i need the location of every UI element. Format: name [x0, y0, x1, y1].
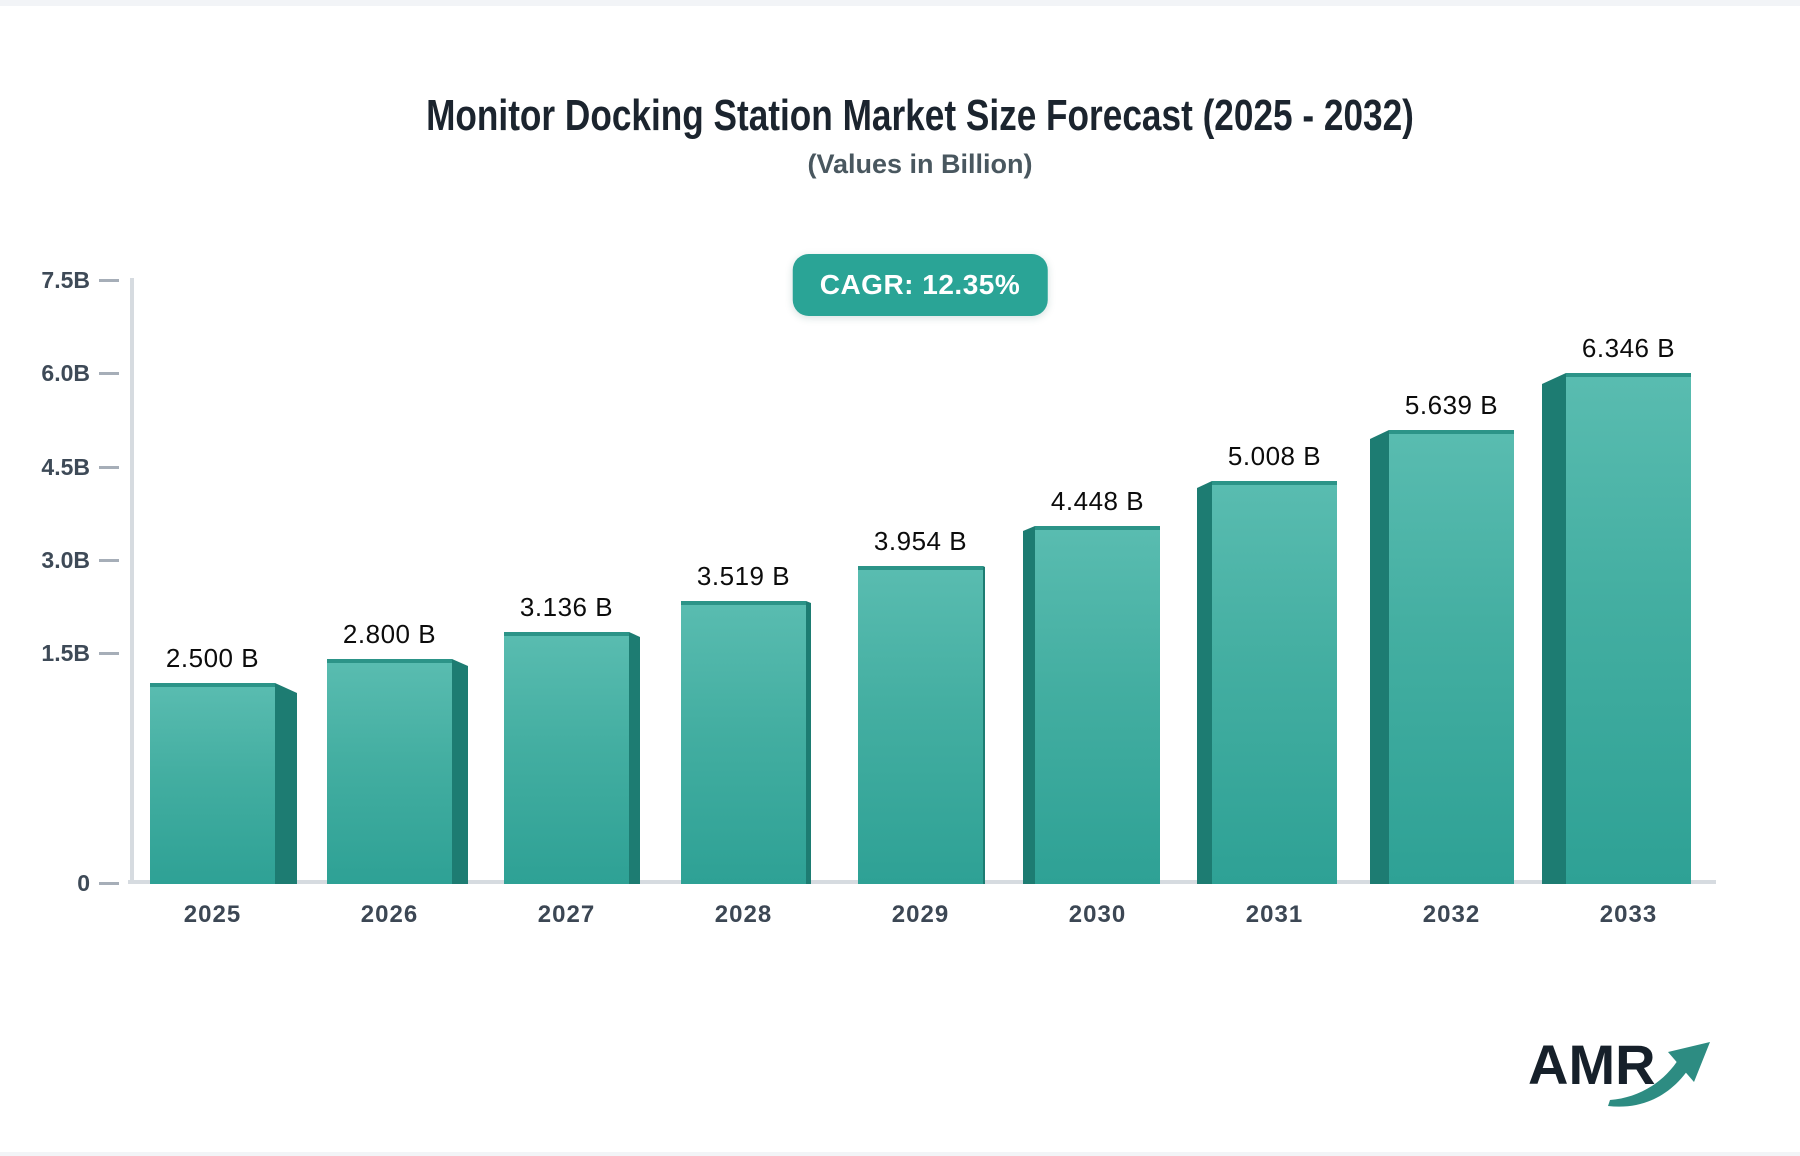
- bar-side-2029: [983, 566, 985, 884]
- bar-value-label: 2.800 B: [342, 619, 437, 649]
- bar-value-label: 3.954 B: [873, 526, 968, 556]
- y-tick-label: 0: [77, 870, 90, 896]
- cagr-badge: CAGR: 12.35%: [792, 254, 1048, 316]
- y-tick-dash: [99, 559, 119, 562]
- x-axis-label-2030: 2030: [1068, 901, 1127, 928]
- bar-2025: [150, 683, 275, 884]
- bar-2032: [1389, 430, 1514, 884]
- bar-2030: [1035, 526, 1160, 884]
- bar-value-label: 3.519 B: [696, 561, 791, 591]
- x-axis-label-2033: 2033: [1599, 901, 1658, 928]
- y-tick-label: 3.0B: [41, 547, 90, 573]
- frame-top-strip: [0, 0, 1800, 6]
- bar-value-label: 4.448 B: [1050, 486, 1145, 516]
- bar-2027: [504, 632, 629, 884]
- y-tick-label: 7.5B: [41, 267, 90, 293]
- bar-value-label: 3.136 B: [519, 592, 614, 622]
- bar-value-label: 5.008 B: [1227, 441, 1322, 471]
- bar-value-label: 2.500 B: [165, 643, 260, 673]
- amr-logo: AMR: [1528, 1032, 1718, 1122]
- bar-side-2028: [806, 601, 811, 884]
- x-axis-label-2028: 2028: [714, 901, 773, 928]
- x-axis-label-2029: 2029: [891, 901, 950, 928]
- y-tick-dash: [99, 652, 119, 655]
- y-axis-line: [130, 278, 134, 884]
- x-axis-label-2026: 2026: [360, 901, 419, 928]
- page-title: Monitor Docking Station Market Size Fore…: [303, 92, 1538, 140]
- x-axis-label-2027: 2027: [537, 901, 596, 928]
- bar-side-2032: [1370, 430, 1389, 884]
- bar-2028: [681, 601, 806, 884]
- bar-side-2027: [629, 632, 640, 884]
- x-axis-label-2032: 2032: [1422, 901, 1481, 928]
- x-axis-label-2031: 2031: [1245, 901, 1304, 928]
- bar-side-2026: [452, 659, 468, 884]
- y-tick-dash: [99, 882, 119, 885]
- bar-2033: [1566, 373, 1691, 884]
- page-subtitle: (Values in Billion): [807, 149, 1033, 179]
- bar-side-2033: [1542, 373, 1566, 884]
- x-axis-label-2025: 2025: [183, 901, 242, 928]
- page-title-text: Monitor Docking Station Market Size Fore…: [426, 91, 1414, 140]
- growth-arrow-icon: [1608, 1042, 1710, 1107]
- y-tick-label: 1.5B: [41, 640, 90, 666]
- bar-value-label: 5.639 B: [1404, 390, 1499, 420]
- bar-2031: [1212, 481, 1337, 884]
- amr-logo-text: AMR: [1528, 1033, 1656, 1096]
- bar-side-2030: [1023, 526, 1035, 884]
- bar-2026: [327, 659, 452, 884]
- y-tick-label: 6.0B: [41, 360, 90, 386]
- y-tick-dash: [99, 466, 119, 469]
- bar-2029: [858, 566, 983, 884]
- y-tick-dash: [99, 279, 119, 282]
- y-tick-dash: [99, 372, 119, 375]
- bar-value-label: 6.346 B: [1581, 333, 1676, 363]
- bar-side-2025: [275, 683, 297, 884]
- y-tick-label: 4.5B: [41, 454, 90, 480]
- frame-bottom-strip: [0, 1152, 1800, 1156]
- bar-side-2031: [1197, 481, 1212, 884]
